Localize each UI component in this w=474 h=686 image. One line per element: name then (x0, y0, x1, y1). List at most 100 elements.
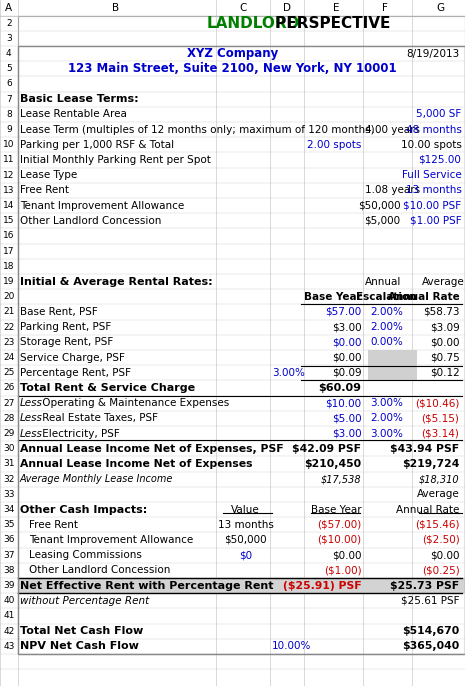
Text: B: B (112, 3, 119, 13)
Text: Lease Rentable Area: Lease Rentable Area (19, 109, 127, 119)
Text: 29: 29 (3, 429, 15, 438)
Text: 13 months: 13 months (406, 185, 461, 196)
Text: Base Year: Base Year (310, 505, 361, 514)
Text: Annual Lease Income Net of Expenses, PSF: Annual Lease Income Net of Expenses, PSF (19, 444, 283, 454)
Text: 22: 22 (3, 322, 15, 332)
Text: 8/19/2013: 8/19/2013 (406, 49, 459, 58)
Text: Tenant Improvement Allowance: Tenant Improvement Allowance (19, 200, 184, 211)
Text: 2.00%: 2.00% (370, 307, 403, 317)
Text: $0.00: $0.00 (430, 338, 459, 347)
Text: Annual Rate: Annual Rate (396, 505, 459, 514)
Text: 40: 40 (3, 596, 15, 605)
Text: 2.00 spots: 2.00 spots (307, 140, 361, 150)
Text: Annual Lease Income Net of Expenses: Annual Lease Income Net of Expenses (19, 459, 252, 469)
Text: $43.94 PSF: $43.94 PSF (390, 444, 459, 454)
Text: $0.00: $0.00 (430, 550, 459, 560)
Text: Parking per 1,000 RSF & Total: Parking per 1,000 RSF & Total (19, 140, 174, 150)
Text: $57.00: $57.00 (325, 307, 361, 317)
Text: Initial Monthly Parking Rent per Spot: Initial Monthly Parking Rent per Spot (19, 155, 210, 165)
Text: Initial & Average Rental Rates:: Initial & Average Rental Rates: (19, 276, 212, 287)
Text: 4: 4 (6, 49, 12, 58)
Text: $3.00: $3.00 (332, 429, 361, 438)
Text: 21: 21 (3, 307, 15, 316)
Text: Annual: Annual (365, 276, 401, 287)
Text: Lease Type: Lease Type (19, 170, 77, 180)
Text: F: F (382, 3, 388, 13)
Text: 8: 8 (6, 110, 12, 119)
Text: Basic Lease Terms:: Basic Lease Terms: (19, 94, 138, 104)
Text: 37: 37 (3, 551, 15, 560)
Text: Average: Average (422, 276, 465, 287)
Text: 15: 15 (3, 216, 15, 225)
Text: Service Charge, PSF: Service Charge, PSF (19, 353, 125, 363)
Text: 3.00%: 3.00% (370, 398, 403, 408)
Text: $60.09: $60.09 (318, 383, 361, 393)
Text: 14: 14 (3, 201, 15, 210)
Text: $0.12: $0.12 (430, 368, 459, 378)
Text: E: E (332, 3, 339, 13)
Text: 2: 2 (6, 19, 12, 27)
Text: Full Service: Full Service (401, 170, 461, 180)
Text: ($25.91) PSF: ($25.91) PSF (283, 580, 361, 591)
Text: ($5.15): ($5.15) (421, 414, 459, 423)
Text: 2.00%: 2.00% (370, 414, 403, 423)
Text: 3.00%: 3.00% (370, 429, 403, 438)
Text: 35: 35 (3, 520, 15, 530)
Text: 31: 31 (3, 460, 15, 469)
Text: 13: 13 (3, 186, 15, 195)
Text: Other Cash Impacts:: Other Cash Impacts: (19, 505, 147, 514)
Text: $219,724: $219,724 (402, 459, 459, 469)
Text: Other Landlord Concession: Other Landlord Concession (29, 565, 171, 576)
Text: Free Rent: Free Rent (29, 520, 79, 530)
Text: 36: 36 (3, 536, 15, 545)
Text: Real Estate Taxes, PSF: Real Estate Taxes, PSF (39, 414, 158, 423)
Text: 38: 38 (3, 566, 15, 575)
Text: 20: 20 (3, 292, 15, 301)
Text: Value: Value (231, 505, 260, 514)
Text: 16: 16 (3, 231, 15, 241)
Text: Lease Term (multiples of 12 months only; maximum of 120 months): Lease Term (multiples of 12 months only;… (19, 125, 374, 134)
Text: $365,040: $365,040 (402, 641, 459, 652)
Text: Average: Average (417, 489, 459, 499)
Text: 24: 24 (3, 353, 15, 362)
Text: Escalation: Escalation (356, 292, 417, 302)
Text: Less: Less (19, 414, 43, 423)
Text: 28: 28 (3, 414, 15, 423)
Text: $514,670: $514,670 (402, 626, 459, 636)
Text: 10.00%: 10.00% (272, 641, 311, 652)
Text: $10.00: $10.00 (325, 398, 361, 408)
Text: G: G (437, 3, 445, 13)
Text: 13 months: 13 months (218, 520, 273, 530)
Text: 25: 25 (3, 368, 15, 377)
Text: ($3.14): ($3.14) (421, 429, 459, 438)
Text: Percentage Rent, PSF: Percentage Rent, PSF (19, 368, 131, 378)
Text: D: D (283, 3, 291, 13)
Text: 10.00 spots: 10.00 spots (401, 140, 461, 150)
Text: $25.73 PSF: $25.73 PSF (390, 580, 459, 591)
Text: 33: 33 (3, 490, 15, 499)
Text: Less: Less (19, 429, 43, 438)
Text: Total Rent & Service Charge: Total Rent & Service Charge (19, 383, 195, 393)
Text: 26: 26 (3, 383, 15, 392)
Bar (368, 350, 417, 365)
Text: 23: 23 (3, 338, 15, 347)
Text: $10.00 PSF: $10.00 PSF (403, 200, 461, 211)
Text: Electricity, PSF: Electricity, PSF (39, 429, 120, 438)
Text: 6: 6 (6, 80, 12, 88)
Text: $25.61 PSF: $25.61 PSF (401, 596, 459, 606)
Text: C: C (240, 3, 247, 13)
Text: NPV Net Cash Flow: NPV Net Cash Flow (19, 641, 138, 652)
Text: Annual Rate: Annual Rate (388, 292, 459, 302)
Text: $0.09: $0.09 (332, 368, 361, 378)
Text: $42.09 PSF: $42.09 PSF (292, 444, 361, 454)
Text: Leasing Commissions: Leasing Commissions (29, 550, 142, 560)
Text: 39: 39 (3, 581, 15, 590)
Text: LANDLORD: LANDLORD (206, 16, 300, 31)
Text: $0.00: $0.00 (332, 550, 361, 560)
Text: 48 months: 48 months (406, 125, 461, 134)
Text: $0.00: $0.00 (332, 353, 361, 363)
Text: Operating & Maintenance Expenses: Operating & Maintenance Expenses (39, 398, 229, 408)
Text: 41: 41 (3, 611, 15, 621)
Text: 30: 30 (3, 445, 15, 453)
Text: Base Rent, PSF: Base Rent, PSF (19, 307, 97, 317)
